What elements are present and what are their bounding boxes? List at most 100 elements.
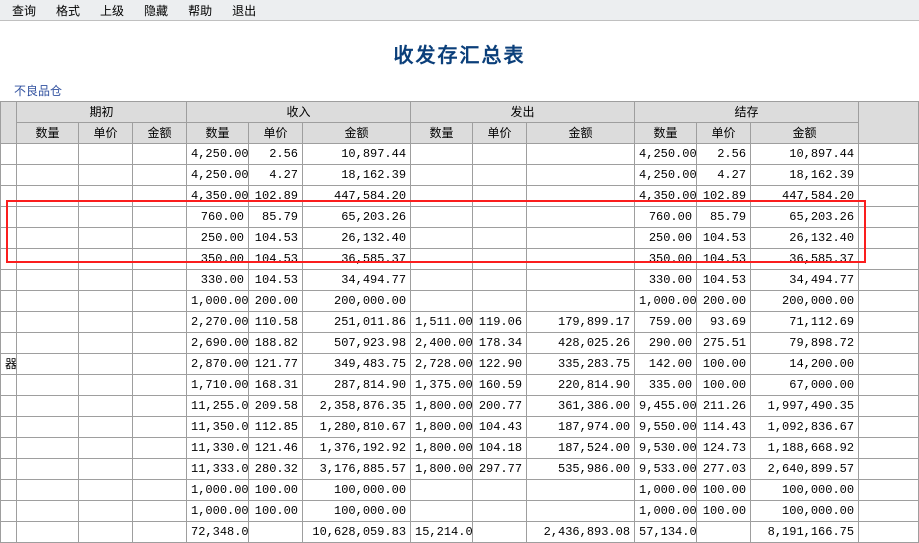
cell-bal-qty: 4,250.00 xyxy=(635,165,697,186)
hdr-income: 收入 xyxy=(187,102,411,123)
cell-bal-amt: 79,898.72 xyxy=(751,333,859,354)
cell-bal-price: 211.26 xyxy=(697,396,751,417)
cell-bal-qty: 142.00 xyxy=(635,354,697,375)
warehouse-label: 不良品仓 xyxy=(0,82,919,99)
cell-out-amt: 361,386.00 xyxy=(527,396,635,417)
cell-out-price: 119.06 xyxy=(473,312,527,333)
menu-hide[interactable]: 隐藏 xyxy=(134,1,178,20)
cell-item: 器 xyxy=(1,354,17,375)
menu-exit[interactable]: 退出 xyxy=(222,1,266,20)
cell-in-qty: 1,000.00 xyxy=(187,501,249,522)
table-row[interactable]: 4,250.002.5610,897.444,250.002.5610,897.… xyxy=(1,144,919,165)
cell-in-price: 188.82 xyxy=(249,333,303,354)
table-row[interactable]: 1,710.00168.31287,814.901,375.00160.5922… xyxy=(1,375,919,396)
cell-open-price xyxy=(79,459,133,480)
menu-up[interactable]: 上级 xyxy=(90,1,134,20)
cell-out-qty xyxy=(411,501,473,522)
cell-out-amt: 428,025.26 xyxy=(527,333,635,354)
table-row[interactable]: 72,348.0010,628,059.8315,214.002,436,893… xyxy=(1,522,919,543)
cell-open-qty xyxy=(17,438,79,459)
cell-in-amt: 3,176,885.57 xyxy=(303,459,411,480)
cell-open-amt xyxy=(133,354,187,375)
cell-out-amt: 2,436,893.08 xyxy=(527,522,635,543)
cell-item xyxy=(1,459,17,480)
cell-in-price: 200.00 xyxy=(249,291,303,312)
cell-out-qty xyxy=(411,228,473,249)
cell-bal-amt: 1,188,668.92 xyxy=(751,438,859,459)
cell-out-qty xyxy=(411,207,473,228)
cell-bal-price: 104.53 xyxy=(697,270,751,291)
cell-out-amt xyxy=(527,186,635,207)
cell-in-amt: 100,000.00 xyxy=(303,480,411,501)
summary-table: 期初 收入 发出 结存 数量 单价 金额 数量 单价 金额 数量 单价 金额 数… xyxy=(0,101,919,543)
cell-tail xyxy=(859,438,919,459)
cell-in-amt: 447,584.20 xyxy=(303,186,411,207)
table-row[interactable]: 11,333.00280.323,176,885.571,800.00297.7… xyxy=(1,459,919,480)
table-row[interactable]: 11,330.00121.461,376,192.921,800.00104.1… xyxy=(1,438,919,459)
cell-in-qty: 250.00 xyxy=(187,228,249,249)
cell-out-price xyxy=(473,165,527,186)
cell-open-qty xyxy=(17,501,79,522)
cell-bal-amt: 71,112.69 xyxy=(751,312,859,333)
cell-out-qty: 1,800.00 xyxy=(411,459,473,480)
table-row[interactable]: 4,350.00102.89447,584.204,350.00102.8944… xyxy=(1,186,919,207)
cell-bal-price: 102.89 xyxy=(697,186,751,207)
cell-out-qty xyxy=(411,270,473,291)
cell-bal-amt: 100,000.00 xyxy=(751,480,859,501)
cell-out-amt: 220,814.90 xyxy=(527,375,635,396)
table-row[interactable]: 2,270.00110.58251,011.861,511.00119.0617… xyxy=(1,312,919,333)
table-row[interactable]: 11,255.00209.582,358,876.351,800.00200.7… xyxy=(1,396,919,417)
table-row[interactable]: 350.00104.5336,585.37350.00104.5336,585.… xyxy=(1,249,919,270)
cell-in-qty: 72,348.00 xyxy=(187,522,249,543)
cell-item xyxy=(1,291,17,312)
cell-tail xyxy=(859,501,919,522)
cell-tail xyxy=(859,333,919,354)
cell-open-qty xyxy=(17,144,79,165)
cell-open-amt xyxy=(133,249,187,270)
cell-open-qty xyxy=(17,249,79,270)
cell-bal-price: 124.73 xyxy=(697,438,751,459)
cell-in-qty: 11,350.00 xyxy=(187,417,249,438)
cell-bal-qty: 290.00 xyxy=(635,333,697,354)
menu-query[interactable]: 查询 xyxy=(2,1,46,20)
cell-open-qty xyxy=(17,207,79,228)
cell-in-qty: 1,000.00 xyxy=(187,480,249,501)
menubar: 查询 格式 上级 隐藏 帮助 退出 xyxy=(0,0,919,21)
cell-open-price xyxy=(79,270,133,291)
cell-open-amt xyxy=(133,396,187,417)
cell-open-price xyxy=(79,522,133,543)
cell-open-qty xyxy=(17,480,79,501)
cell-out-price xyxy=(473,270,527,291)
table-row[interactable]: 1,000.00100.00100,000.001,000.00100.0010… xyxy=(1,480,919,501)
cell-open-amt xyxy=(133,291,187,312)
table-row[interactable]: 250.00104.5326,132.40250.00104.5326,132.… xyxy=(1,228,919,249)
cell-tail xyxy=(859,417,919,438)
hdr-tail xyxy=(859,102,919,144)
table-row[interactable]: 4,250.004.2718,162.394,250.004.2718,162.… xyxy=(1,165,919,186)
cell-item xyxy=(1,312,17,333)
cell-out-price xyxy=(473,186,527,207)
cell-open-price xyxy=(79,144,133,165)
menu-format[interactable]: 格式 xyxy=(46,1,90,20)
table-row[interactable]: 1,000.00100.00100,000.001,000.00100.0010… xyxy=(1,501,919,522)
table-row[interactable]: 2,690.00188.82507,923.982,400.00178.3442… xyxy=(1,333,919,354)
cell-in-price: 102.89 xyxy=(249,186,303,207)
table-row[interactable]: 760.0085.7965,203.26760.0085.7965,203.26 xyxy=(1,207,919,228)
table-row[interactable]: 1,000.00200.00200,000.001,000.00200.0020… xyxy=(1,291,919,312)
table-row[interactable]: 器2,870.00121.77349,483.752,728.00122.903… xyxy=(1,354,919,375)
cell-open-amt xyxy=(133,522,187,543)
table-row[interactable]: 11,350.00112.851,280,810.671,800.00104.4… xyxy=(1,417,919,438)
table-row[interactable]: 330.00104.5334,494.77330.00104.5334,494.… xyxy=(1,270,919,291)
cell-in-qty: 2,270.00 xyxy=(187,312,249,333)
cell-out-amt xyxy=(527,291,635,312)
cell-item xyxy=(1,501,17,522)
cell-item xyxy=(1,186,17,207)
cell-open-qty xyxy=(17,291,79,312)
cell-out-qty: 2,400.00 xyxy=(411,333,473,354)
cell-out-qty xyxy=(411,165,473,186)
cell-bal-qty: 760.00 xyxy=(635,207,697,228)
menu-help[interactable]: 帮助 xyxy=(178,1,222,20)
cell-in-qty: 11,330.00 xyxy=(187,438,249,459)
cell-bal-amt: 447,584.20 xyxy=(751,186,859,207)
cell-tail xyxy=(859,228,919,249)
